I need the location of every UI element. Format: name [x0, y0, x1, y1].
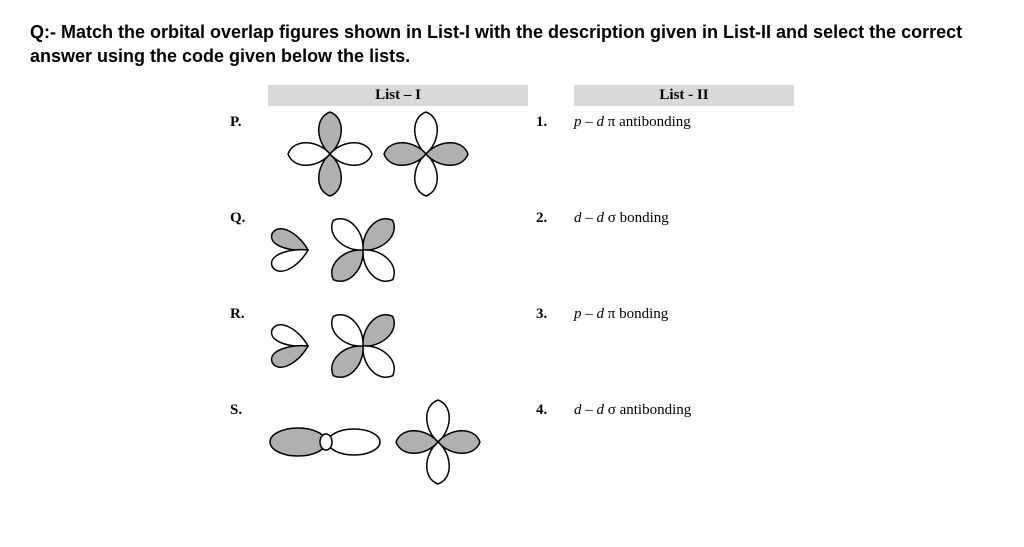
row-label-s: S. [230, 394, 260, 419]
row-num-3: 3. [536, 298, 566, 323]
list2-header: List - II [574, 85, 794, 106]
figure-s [268, 394, 528, 490]
desc-3-suffix: bonding [619, 306, 668, 322]
question-text: Q:- Match the orbital overlap figures sh… [30, 20, 994, 69]
list1-header: List – I [268, 85, 528, 106]
row-label-p: P. [230, 106, 260, 131]
row-label-r: R. [230, 298, 260, 323]
desc-3: p – d π bonding [574, 298, 794, 323]
desc-2: d – d σ bonding [574, 202, 794, 227]
desc-2-sym: σ [604, 210, 620, 226]
desc-4: d – d σ antibonding [574, 394, 794, 419]
desc-2-italic: d – d [574, 210, 604, 226]
row-num-2: 2. [536, 202, 566, 227]
desc-4-suffix: antibonding [620, 402, 692, 418]
row-label-q: Q. [230, 202, 260, 227]
lists-container: List – I List - II P. [30, 85, 994, 490]
desc-1-sym: π [604, 114, 619, 130]
figure-q [268, 202, 528, 298]
desc-1-italic: p – d [574, 114, 604, 130]
desc-4-italic: d – d [574, 402, 604, 418]
desc-4-sym: σ [604, 402, 620, 418]
desc-3-sym: π [604, 306, 619, 322]
desc-3-italic: p – d [574, 306, 604, 322]
figure-r [268, 298, 528, 394]
figure-p [268, 106, 528, 202]
desc-1: p – d π antibonding [574, 106, 794, 131]
row-num-1: 1. [536, 106, 566, 131]
row-num-4: 4. [536, 394, 566, 419]
desc-1-suffix: antibonding [619, 114, 691, 130]
desc-2-suffix: bonding [620, 210, 669, 226]
